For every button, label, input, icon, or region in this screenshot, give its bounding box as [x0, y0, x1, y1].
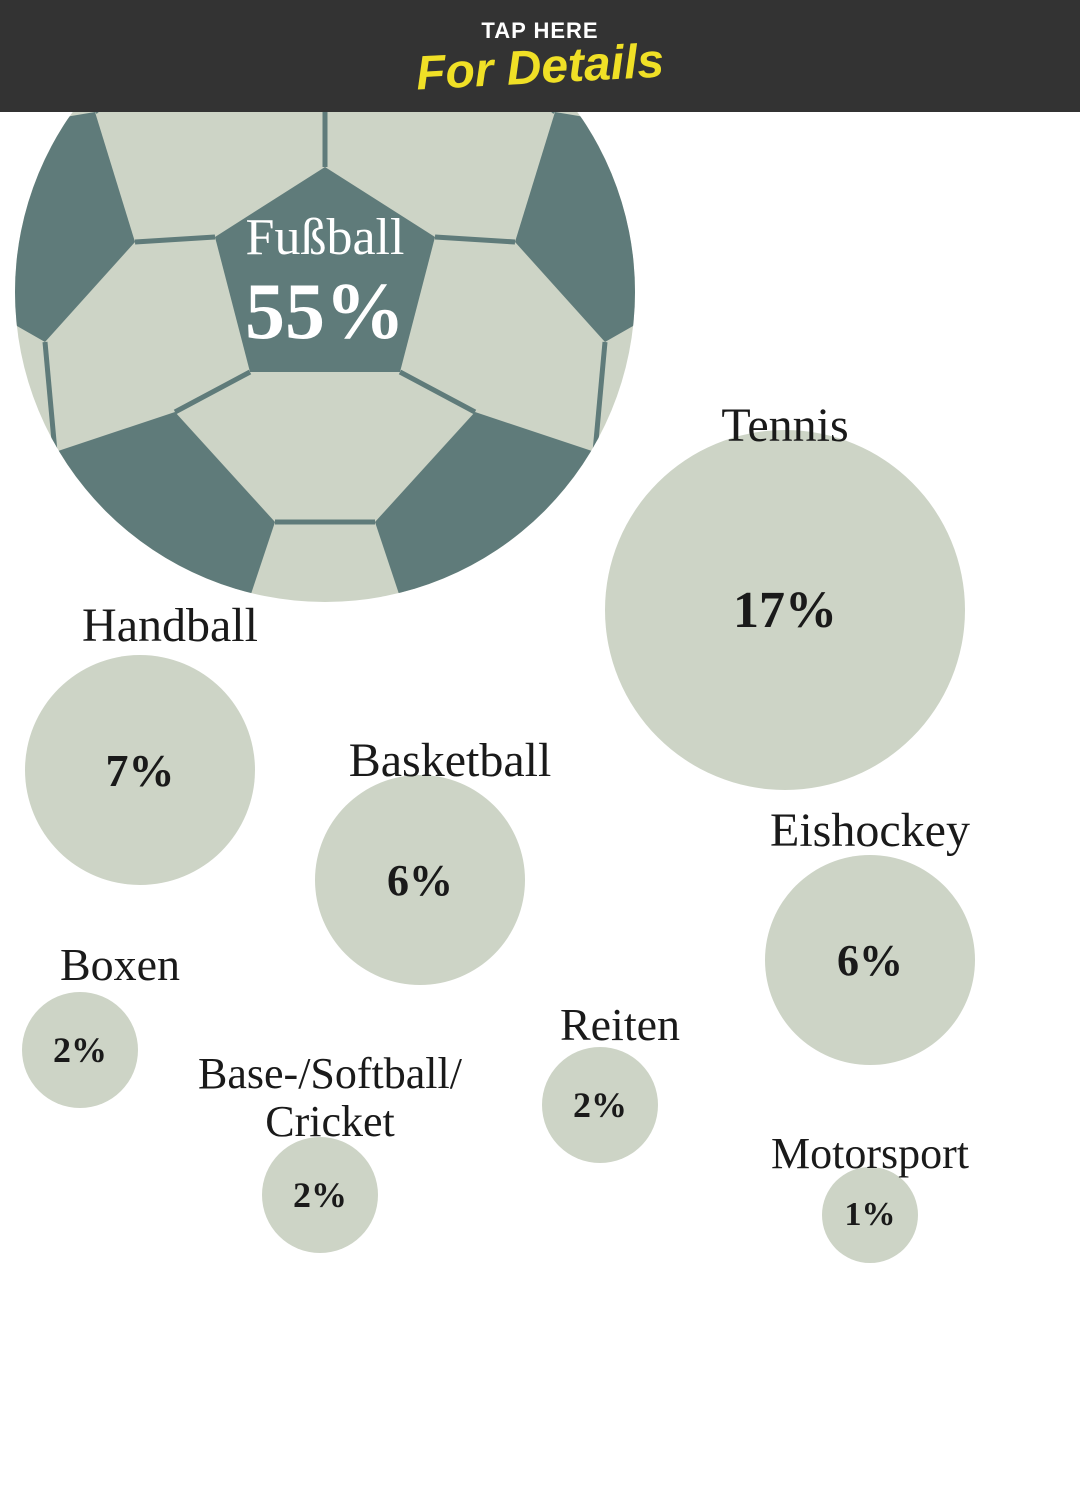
bubble-basketball: 6% — [315, 775, 525, 985]
bubble-value: 7% — [106, 744, 175, 797]
bubble-value: 1% — [845, 1196, 896, 1234]
bubble-value: 2% — [573, 1084, 627, 1126]
bubble-label: Reiten — [560, 1000, 680, 1051]
soccer-label: Fußball — [245, 208, 405, 267]
bubble-label: Eishockey — [770, 805, 970, 858]
cta-banner[interactable]: TAP HERE For Details — [0, 0, 1080, 112]
bubble-label: Handball — [82, 600, 258, 653]
bubble-label: Tennis — [721, 400, 848, 453]
bubble-reiten: 2% — [542, 1047, 658, 1163]
bubble-motorsport: 1% — [822, 1167, 918, 1263]
bubble-handball: 7% — [25, 655, 255, 885]
bubble-eishockey: 6% — [765, 855, 975, 1065]
soccer-label-group: Fußball55% — [245, 208, 405, 358]
banner-bottom-text: For Details — [415, 33, 666, 101]
bubble-label: Base-/Softball/ Cricket — [198, 1050, 462, 1147]
bubble-value: 6% — [387, 855, 453, 906]
bubble-tennis: 17% — [605, 430, 965, 790]
bubble-label: Boxen — [60, 940, 180, 991]
bubble-label: Motorsport — [771, 1130, 969, 1178]
soccer-value: 55% — [245, 267, 405, 358]
bubble-label: Basketball — [349, 735, 552, 788]
bubble-value: 2% — [53, 1029, 107, 1071]
bubble-value: 17% — [733, 581, 837, 640]
bubble-chart: Fußball55% 17% Tennis 7% Handball 6% Basketbal… — [0, 0, 1080, 1505]
bubble-value: 6% — [837, 935, 903, 986]
bubble-value: 2% — [293, 1174, 347, 1216]
bubble-base-softball-cricket: 2% — [262, 1137, 378, 1253]
bubble-boxen: 2% — [22, 992, 138, 1108]
